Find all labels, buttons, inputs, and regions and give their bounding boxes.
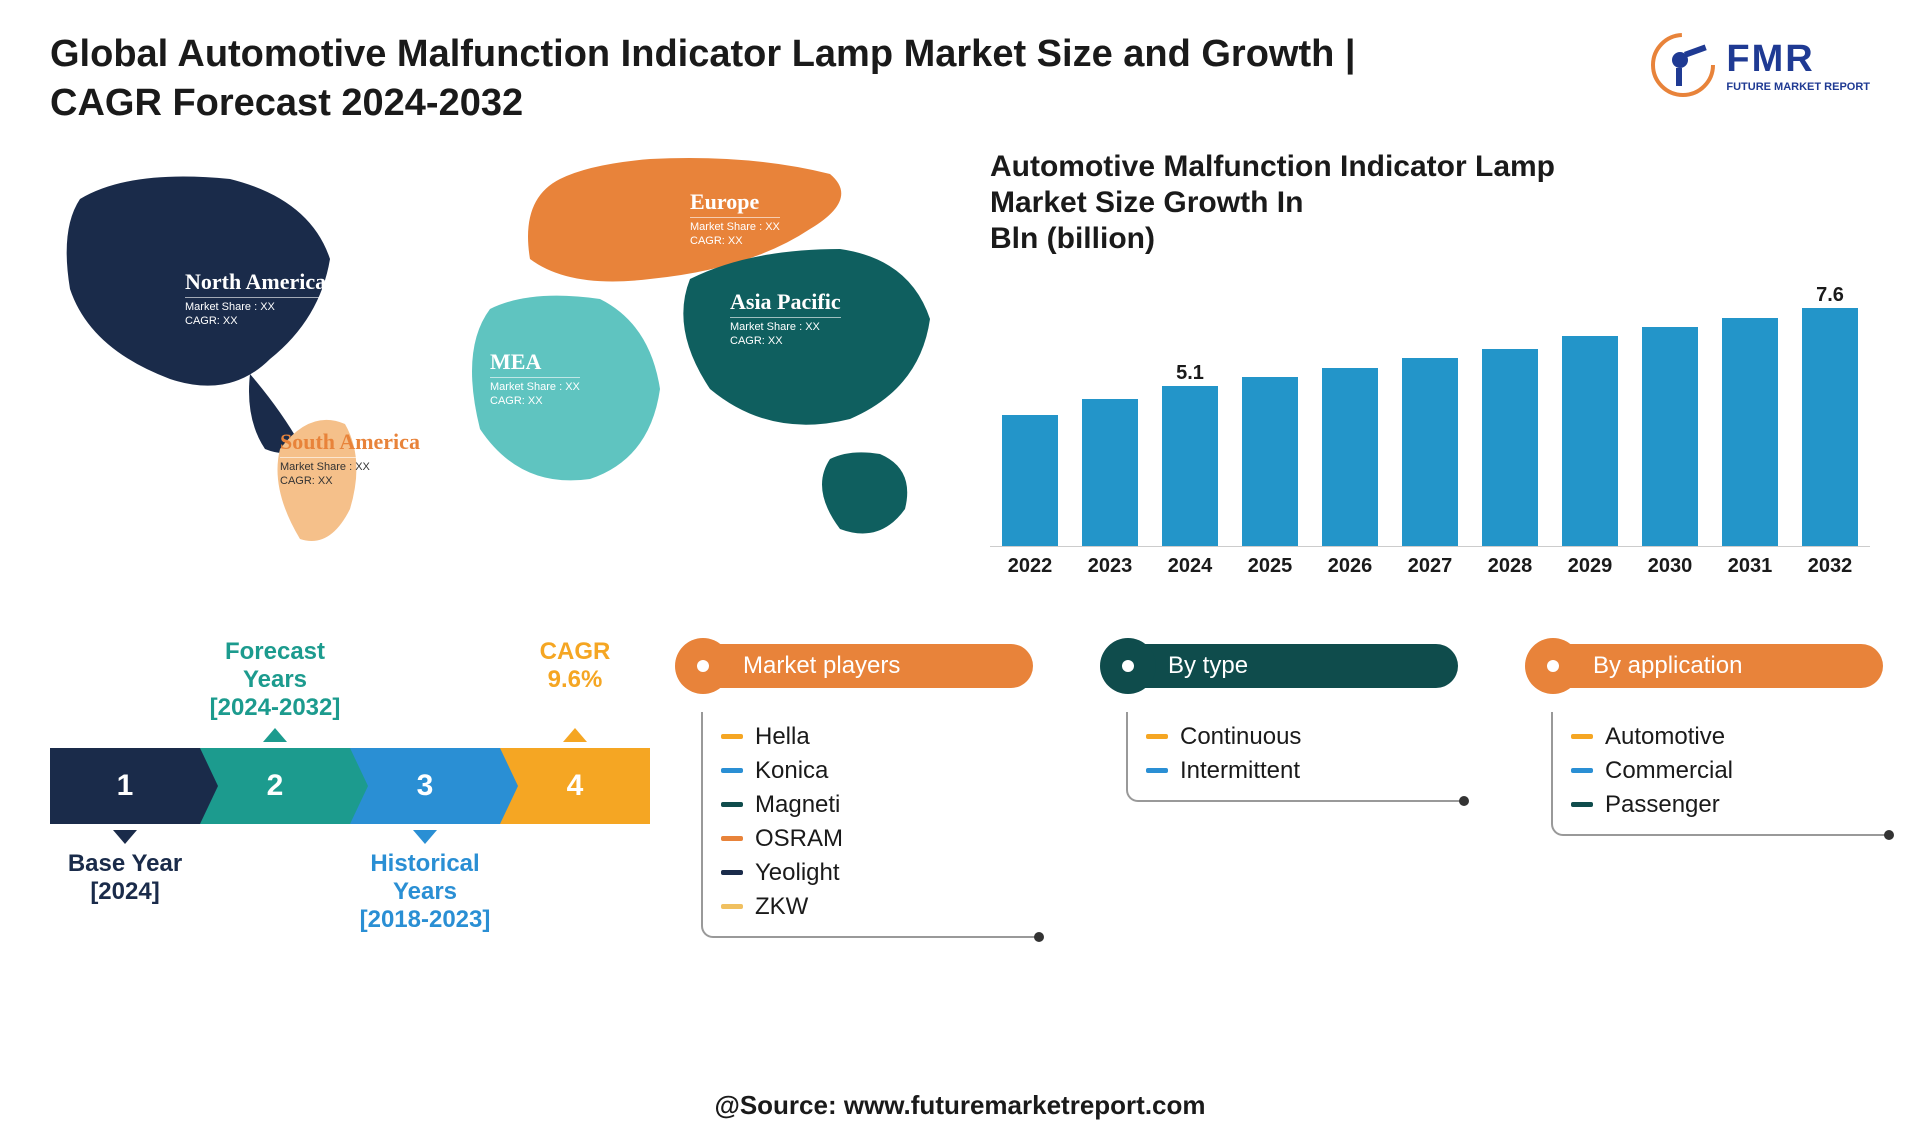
bar-chart: 5.1 7.6: [990, 267, 1870, 547]
segment-bullet-icon: [1525, 638, 1581, 694]
timeline-seg-2: 2: [200, 748, 350, 824]
bullet-icon: [1571, 802, 1593, 807]
segment-market-players: Market players HellaKonicaMagnetiOSRAMYeo…: [675, 638, 1075, 938]
bar-year-label: 2026: [1315, 555, 1385, 578]
bar-2031: [1715, 294, 1785, 546]
bullet-icon: [721, 734, 743, 739]
chart-title: Automotive Malfunction Indicator Lamp Ma…: [990, 149, 1870, 257]
world-map: North America Market Share : XX CAGR: XX…: [50, 149, 960, 549]
region-mea: MEA Market Share : XX CAGR: XX: [490, 349, 580, 409]
arrow-up-icon: [563, 728, 587, 742]
source-text: @Source: www.futuremarketreport.com: [0, 1090, 1920, 1121]
bullet-icon: [721, 836, 743, 841]
bullet-icon: [721, 904, 743, 909]
region-asia-pacific: Asia Pacific Market Share : XX CAGR: XX: [730, 289, 841, 349]
base-year-label: Base Year[2024]: [50, 850, 200, 934]
segment-item: Yeolight: [721, 856, 1041, 890]
segment-item: ZKW: [721, 890, 1041, 924]
bar-2022: [995, 391, 1065, 546]
segment-item: Passenger: [1571, 788, 1891, 822]
bar-2023: [1075, 375, 1145, 546]
bar-2030: [1635, 303, 1705, 546]
bullet-icon: [1146, 734, 1168, 739]
segment-item: Automotive: [1571, 720, 1891, 754]
timeline-seg-3: 3: [350, 748, 500, 824]
segment-item: Magneti: [721, 788, 1041, 822]
forecast-years-label: Forecast Years[2024-2032]: [200, 638, 350, 722]
bar-year-label: 2032: [1795, 555, 1865, 578]
region-north-america: North America Market Share : XX CAGR: XX: [185, 269, 326, 329]
cagr-label: CAGR9.6%: [500, 638, 650, 722]
segment-item: Hella: [721, 720, 1041, 754]
historical-years-label: Historical Years[2018-2023]: [350, 850, 500, 934]
bar-chart-section: Automotive Malfunction Indicator Lamp Ma…: [960, 149, 1870, 578]
bullet-icon: [1571, 734, 1593, 739]
timeline-bar: 1 2 3 4: [50, 748, 650, 824]
arrow-up-icon: [263, 728, 287, 742]
bar-year-label: 2030: [1635, 555, 1705, 578]
bar-year-label: 2031: [1715, 555, 1785, 578]
segment-item: Commercial: [1571, 754, 1891, 788]
segment-header: By application: [1553, 644, 1883, 688]
bullet-icon: [1571, 768, 1593, 773]
logo-subtext: FUTURE MARKET REPORT: [1726, 81, 1870, 93]
segment-by-application: By application AutomotiveCommercialPassen…: [1525, 638, 1920, 938]
segment-item: Continuous: [1146, 720, 1466, 754]
arrow-down-icon: [413, 830, 437, 844]
bar-year-label: 2022: [995, 555, 1065, 578]
segment-item: Konica: [721, 754, 1041, 788]
bar-chart-xaxis: 2022 2023 2024 2025 2026 2027 2028 2029 2030 2031…: [990, 547, 1870, 578]
bullet-icon: [1146, 768, 1168, 773]
segment-item: OSRAM: [721, 822, 1041, 856]
segment-header: By type: [1128, 644, 1458, 688]
region-europe: Europe Market Share : XX CAGR: XX: [690, 189, 780, 249]
segment-header: Market players: [703, 644, 1033, 688]
bar-2029: [1555, 312, 1625, 545]
page-title: Global Automotive Malfunction Indicator …: [50, 30, 1400, 129]
bar-year-label: 2025: [1235, 555, 1305, 578]
segment-by-type: By type ContinuousIntermittent: [1100, 638, 1500, 938]
region-south-america: South America Market Share : XX CAGR: XX: [280, 429, 420, 489]
segment-bullet-icon: [675, 638, 731, 694]
bar-2024: 5.1: [1155, 362, 1225, 545]
bullet-icon: [721, 768, 743, 773]
segment-bullet-icon: [1100, 638, 1156, 694]
bar-year-label: 2027: [1395, 555, 1465, 578]
bar-year-label: 2023: [1075, 555, 1145, 578]
bullet-icon: [721, 802, 743, 807]
timeline-seg-4: 4: [500, 748, 650, 824]
bar-2028: [1475, 325, 1545, 546]
bullet-icon: [721, 870, 743, 875]
bar-2027: [1395, 334, 1465, 546]
timeline-seg-1: 1: [50, 748, 200, 824]
arrow-down-icon: [113, 830, 137, 844]
segment-item: Intermittent: [1146, 754, 1466, 788]
fmr-logo: FMR FUTURE MARKET REPORT: [1648, 30, 1870, 100]
timeline-section: Forecast Years[2024-2032] CAGR9.6% 1 2 3…: [50, 638, 650, 934]
bar-year-label: 2028: [1475, 555, 1545, 578]
bar-year-label: 2029: [1555, 555, 1625, 578]
bar-2026: [1315, 344, 1385, 546]
bar-2025: [1235, 353, 1305, 546]
telescope-icon: [1648, 30, 1718, 100]
bar-year-label: 2024: [1155, 555, 1225, 578]
bar-2032: 7.6: [1795, 284, 1865, 546]
logo-text: FMR: [1726, 38, 1870, 81]
